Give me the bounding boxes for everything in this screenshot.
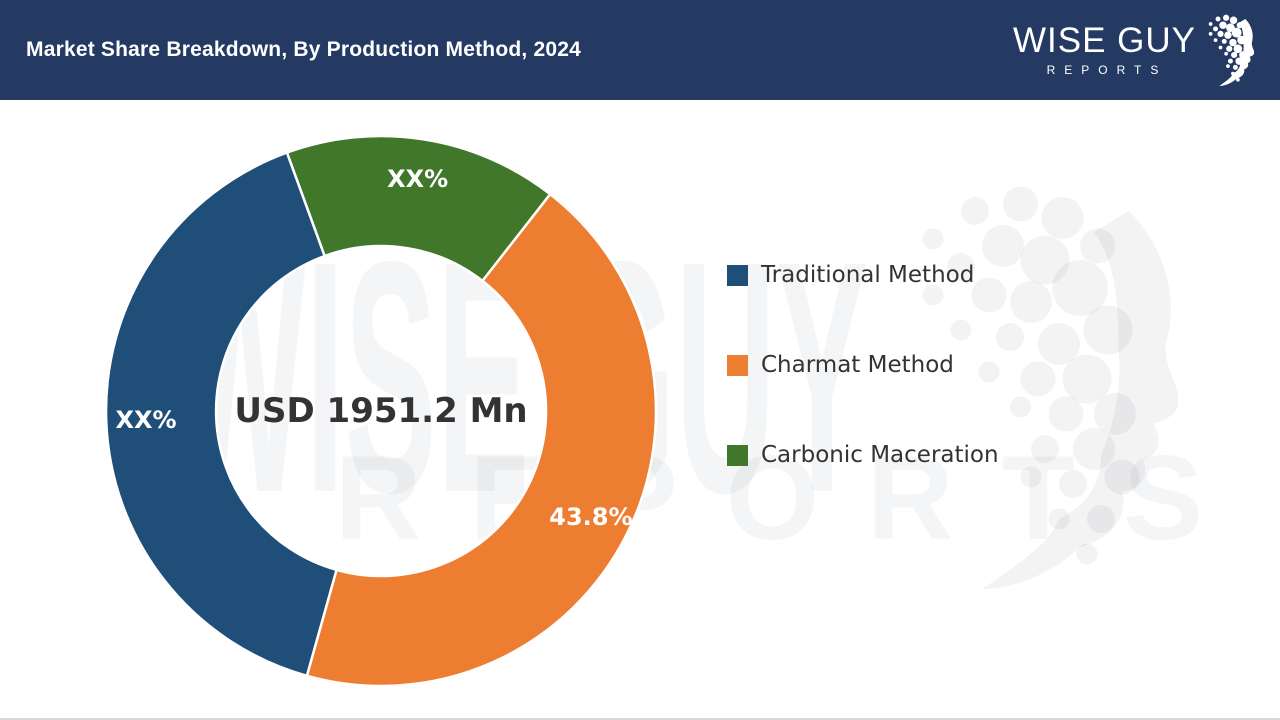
legend-label-traditional-method: Traditional Method <box>761 262 975 288</box>
watermark-face-icon <box>922 186 1178 589</box>
donut-chart: XX% 43.8% XX% <box>104 134 658 688</box>
donut-segment-charmat-method <box>305 192 658 688</box>
legend-label-carbonic-maceration: Carbonic Maceration <box>761 442 999 468</box>
segment-label-carbonic-maceration: XX% <box>387 165 448 193</box>
logo-reports-text: REPORTS <box>1046 63 1168 77</box>
wiseguy-face-icon <box>1208 14 1254 86</box>
wiseguy-logo-text: WISE GUY REPORTS <box>1013 23 1196 77</box>
legend-swatch-carbonic-maceration <box>727 444 748 466</box>
segment-label-traditional-method: XX% <box>115 406 176 434</box>
wiseguy-logo: WISE GUY REPORTS <box>1013 11 1254 89</box>
donut-center-value: USD 1951.2 Mn <box>234 391 528 431</box>
donut-segment-traditional-method <box>104 150 339 678</box>
legend-swatch-charmat-method <box>727 354 748 376</box>
legend-item-traditional-method: Traditional Method <box>727 262 974 288</box>
logo-wise-guy-text: WISE GUY <box>1012 21 1196 60</box>
header-bar: Market Share Breakdown, By Production Me… <box>0 0 1280 100</box>
segment-label-charmat-method: 43.8% <box>549 503 632 531</box>
donut-segment-carbonic-maceration <box>285 134 552 283</box>
legend-item-charmat-method: Charmat Method <box>727 352 954 378</box>
legend-item-carbonic-maceration: Carbonic Maceration <box>727 442 999 468</box>
legend-label-charmat-method: Charmat Method <box>761 352 954 378</box>
page-title: Market Share Breakdown, By Production Me… <box>26 38 581 61</box>
legend-swatch-traditional-method <box>727 264 748 286</box>
